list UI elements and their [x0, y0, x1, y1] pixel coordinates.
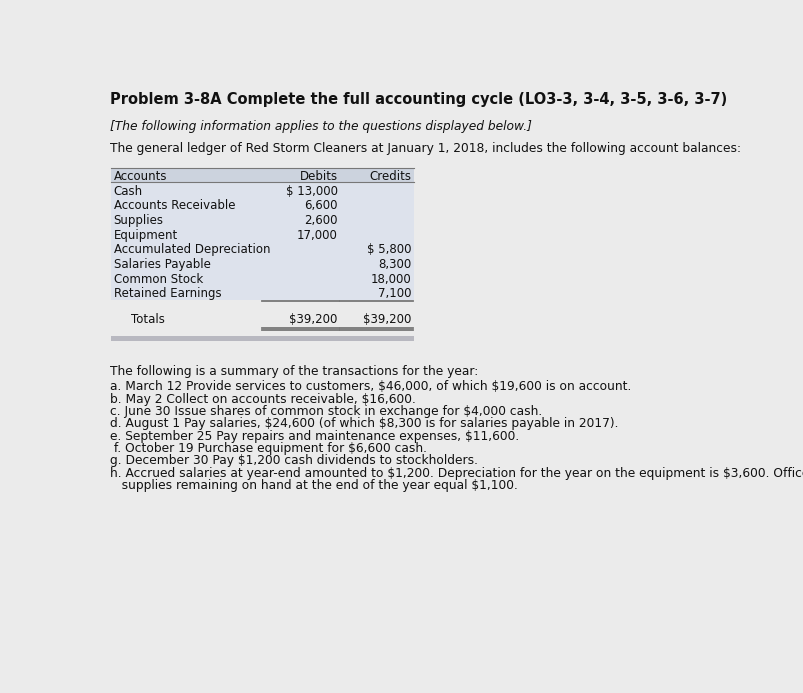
Text: 6,600: 6,600: [304, 200, 337, 213]
Text: Cash: Cash: [113, 185, 143, 198]
Text: a. March 12 Provide services to customers, $46,000, of which $19,600 is on accou: a. March 12 Provide services to customer…: [110, 380, 630, 394]
Bar: [111, 212, 413, 227]
Text: [The following information applies to the questions displayed below.]: [The following information applies to th…: [110, 120, 531, 133]
Text: 8,300: 8,300: [377, 258, 411, 271]
Bar: [111, 197, 413, 212]
Text: e. September 25 Pay repairs and maintenance expenses, $11,600.: e. September 25 Pay repairs and maintena…: [110, 430, 519, 443]
Text: The following is a summary of the transactions for the year:: The following is a summary of the transa…: [110, 365, 478, 378]
Text: Equipment: Equipment: [113, 229, 177, 242]
Text: 7,100: 7,100: [377, 287, 411, 300]
Text: f. October 19 Purchase equipment for $6,600 cash.: f. October 19 Purchase equipment for $6,…: [110, 442, 426, 455]
Text: c. June 30 Issue shares of common stock in exchange for $4,000 cash.: c. June 30 Issue shares of common stock …: [110, 405, 541, 418]
Text: g. December 30 Pay $1,200 cash dividends to stockholders.: g. December 30 Pay $1,200 cash dividends…: [110, 455, 477, 467]
Text: b. May 2 Collect on accounts receivable, $16,600.: b. May 2 Collect on accounts receivable,…: [110, 393, 415, 405]
Text: The general ledger of Red Storm Cleaners at January 1, 2018, includes the follow: The general ledger of Red Storm Cleaners…: [110, 141, 740, 155]
Text: d. August 1 Pay salaries, $24,600 (of which $8,300 is for salaries payable in 20: d. August 1 Pay salaries, $24,600 (of wh…: [110, 417, 618, 430]
Text: 18,000: 18,000: [370, 272, 411, 286]
Bar: [111, 227, 413, 241]
Text: Credits: Credits: [369, 170, 411, 183]
Bar: [111, 335, 413, 341]
Text: $ 13,000: $ 13,000: [285, 185, 337, 198]
Text: Totals: Totals: [131, 313, 165, 326]
Text: $ 5,800: $ 5,800: [366, 243, 411, 256]
Text: h. Accrued salaries at year-end amounted to $1,200. Depreciation for the year on: h. Accrued salaries at year-end amounted…: [110, 466, 803, 480]
Bar: [111, 182, 413, 197]
Text: Accounts: Accounts: [113, 170, 167, 183]
Text: 17,000: 17,000: [296, 229, 337, 242]
Bar: [111, 168, 413, 182]
Text: $39,200: $39,200: [289, 313, 337, 326]
Text: Common Stock: Common Stock: [113, 272, 202, 286]
Bar: [111, 256, 413, 270]
Text: Retained Earnings: Retained Earnings: [113, 287, 221, 300]
Text: 2,600: 2,600: [304, 214, 337, 227]
Bar: [111, 285, 413, 299]
Bar: [111, 270, 413, 285]
Text: Accumulated Depreciation: Accumulated Depreciation: [113, 243, 270, 256]
Text: Accounts Receivable: Accounts Receivable: [113, 200, 235, 213]
Text: Debits: Debits: [300, 170, 337, 183]
Text: Problem 3-8A Complete the full accounting cycle (LO3-3, 3-4, 3-5, 3-6, 3-7): Problem 3-8A Complete the full accountin…: [110, 92, 726, 107]
Text: supplies remaining on hand at the end of the year equal $1,100.: supplies remaining on hand at the end of…: [110, 479, 517, 492]
Bar: [111, 241, 413, 256]
Text: Salaries Payable: Salaries Payable: [113, 258, 210, 271]
Text: Supplies: Supplies: [113, 214, 164, 227]
Text: $39,200: $39,200: [362, 313, 411, 326]
